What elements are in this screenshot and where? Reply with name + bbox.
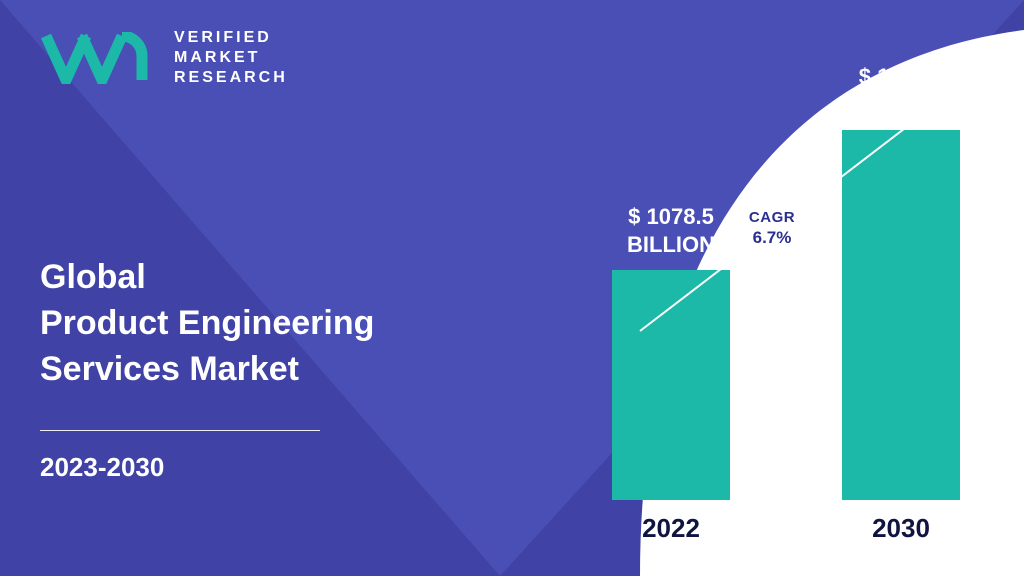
bar-unit-2022: BILLION	[627, 232, 715, 257]
title-block: Global Product Engineering Services Mark…	[40, 255, 374, 393]
bar-unit-2030: BILLION	[857, 92, 945, 117]
logo-mark	[40, 32, 160, 84]
logo-line-2: MARKET	[174, 48, 288, 68]
axis-label-2022: 2022	[642, 513, 700, 544]
cagr-badge: CAGR 6.7%	[727, 183, 817, 273]
bar-label-2030: $ 1811.9 BILLION	[821, 63, 981, 118]
title-line-1: Global	[40, 255, 374, 301]
cagr-value: 6.7%	[753, 228, 792, 248]
brand-logo: VERIFIED MARKET RESEARCH	[40, 28, 288, 88]
title-divider	[40, 430, 320, 431]
title-line-3: Services Market	[40, 347, 374, 393]
cagr-label: CAGR	[749, 209, 795, 226]
bar-2030	[842, 130, 960, 500]
title-line-2: Product Engineering	[40, 301, 374, 347]
infographic-canvas: VERIFIED MARKET RESEARCH Global Product …	[0, 0, 1024, 576]
market-size-chart: $ 1078.5 BILLION 2022 $ 1811.9 BILLION 2…	[530, 70, 970, 500]
axis-label-2030: 2030	[872, 513, 930, 544]
logo-text: VERIFIED MARKET RESEARCH	[174, 28, 288, 88]
bar-value-2022: $ 1078.5	[628, 204, 714, 229]
logo-line-3: RESEARCH	[174, 68, 288, 88]
logo-line-1: VERIFIED	[174, 28, 288, 48]
bar-value-2030: $ 1811.9	[859, 64, 943, 89]
forecast-period: 2023-2030	[40, 452, 164, 483]
